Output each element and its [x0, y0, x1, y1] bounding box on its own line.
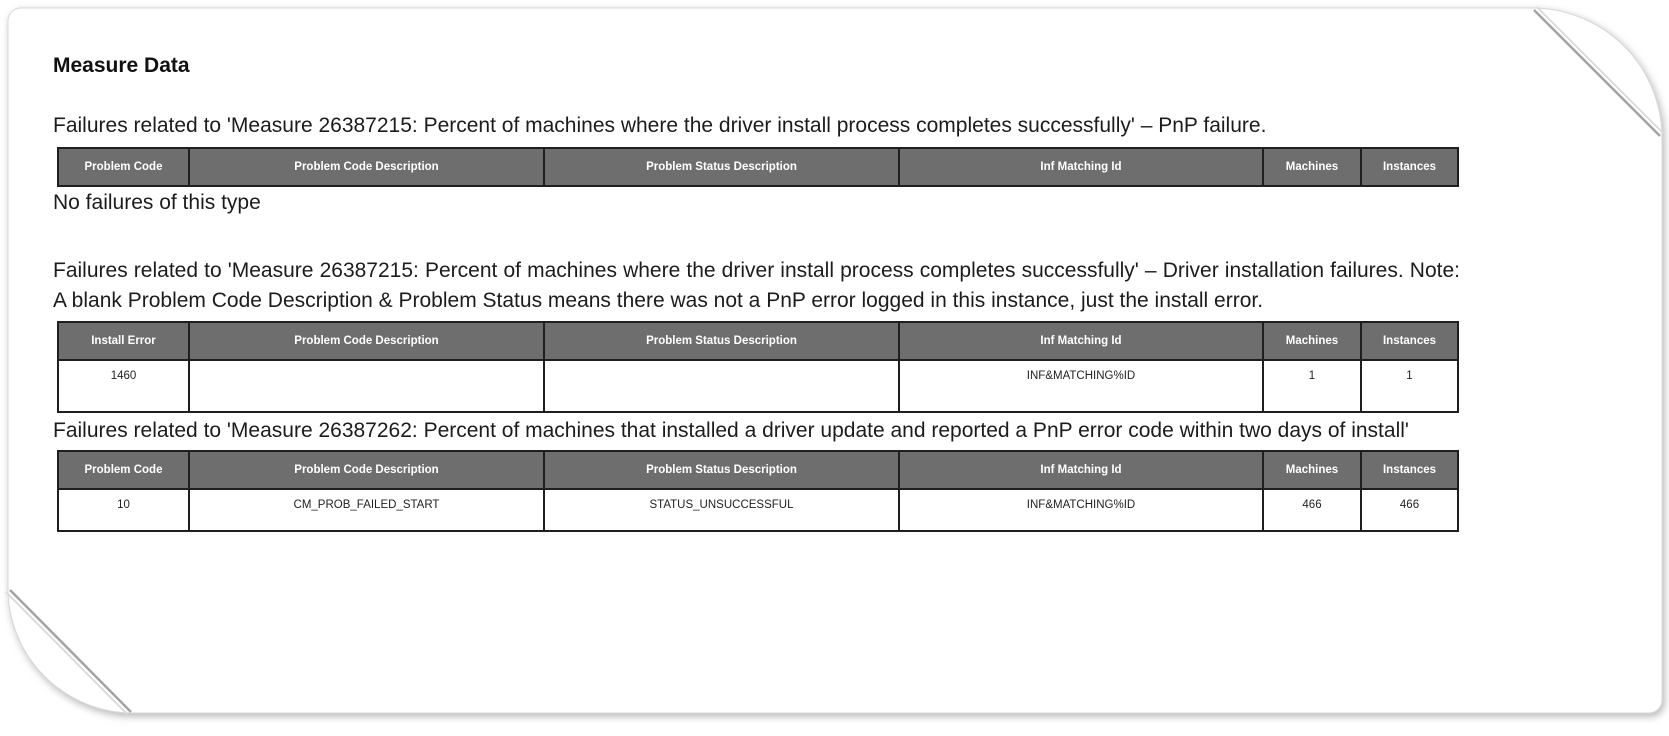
column-header-instances: Instances	[1360, 321, 1459, 361]
section-intro-driver-install-failures: Failures related to 'Measure 26387215: P…	[53, 259, 1460, 312]
table-cell: 1	[1262, 359, 1362, 413]
corner-fold-line-bottom-left	[9, 589, 132, 713]
column-header-inf-matching-id: Inf Matching Id	[898, 147, 1264, 187]
table-cell	[543, 359, 900, 413]
column-header-inf-matching-id: Inf Matching Id	[898, 450, 1264, 490]
section-intro-pnp-error-code: Failures related to 'Measure 26387262: P…	[53, 419, 1409, 442]
table-header-row: Problem Code Problem Code Description Prob…	[57, 450, 1459, 490]
column-header-machines: Machines	[1262, 147, 1362, 187]
table-header-row: Install Error Problem Code Description Pro…	[57, 321, 1459, 361]
table-cell: 1460	[57, 359, 190, 413]
table-cell: 10	[57, 488, 190, 532]
failures-table-pnp: Problem Code Problem Code Description Prob…	[57, 147, 1459, 187]
table-row: 1460 INF&MATCHING%ID 1 1	[57, 359, 1459, 413]
column-header-problem-code-description: Problem Code Description	[188, 147, 545, 187]
table-cell: STATUS_UNSUCCESSFUL	[543, 488, 900, 532]
column-header-problem-code: Problem Code	[57, 450, 190, 490]
failures-table-driver-install: Install Error Problem Code Description Pro…	[57, 321, 1459, 413]
corner-fold-line-top-right	[1533, 9, 1661, 137]
column-header-instances: Instances	[1360, 147, 1459, 187]
column-header-inf-matching-id: Inf Matching Id	[898, 321, 1264, 361]
table-cell	[188, 359, 545, 413]
column-header-problem-code: Problem Code	[57, 147, 190, 187]
corner-fold-line-top-right-soft	[1536, 6, 1664, 134]
document-content: Measure Data Failures related to 'Measur…	[53, 45, 1460, 532]
table-cell: INF&MATCHING%ID	[898, 359, 1264, 413]
corner-fold-line-bottom-left-soft	[5, 591, 128, 715]
table-cell: 466	[1360, 488, 1459, 532]
column-header-problem-code-description: Problem Code Description	[188, 450, 545, 490]
table-cell: INF&MATCHING%ID	[898, 488, 1264, 532]
column-header-problem-status-description: Problem Status Description	[543, 321, 900, 361]
column-header-problem-code-description: Problem Code Description	[188, 321, 545, 361]
table-header-row: Problem Code Problem Code Description Prob…	[57, 147, 1459, 187]
section-intro-pnp-failure: Failures related to 'Measure 26387215: P…	[53, 114, 1267, 137]
empty-state-text: No failures of this type	[53, 191, 261, 214]
table-cell: 466	[1262, 488, 1362, 532]
table-cell: 1	[1360, 359, 1459, 413]
failures-table-pnp-error-code: Problem Code Problem Code Description Prob…	[57, 450, 1459, 532]
column-header-machines: Machines	[1262, 321, 1362, 361]
column-header-problem-status-description: Problem Status Description	[543, 450, 900, 490]
page-title: Measure Data	[53, 54, 190, 77]
column-header-install-error: Install Error	[57, 321, 190, 361]
table-cell: CM_PROB_FAILED_START	[188, 488, 545, 532]
column-header-machines: Machines	[1262, 450, 1362, 490]
table-row: 10 CM_PROB_FAILED_START STATUS_UNSUCCESSFU…	[57, 488, 1459, 532]
column-header-problem-status-description: Problem Status Description	[543, 147, 900, 187]
column-header-instances: Instances	[1360, 450, 1459, 490]
